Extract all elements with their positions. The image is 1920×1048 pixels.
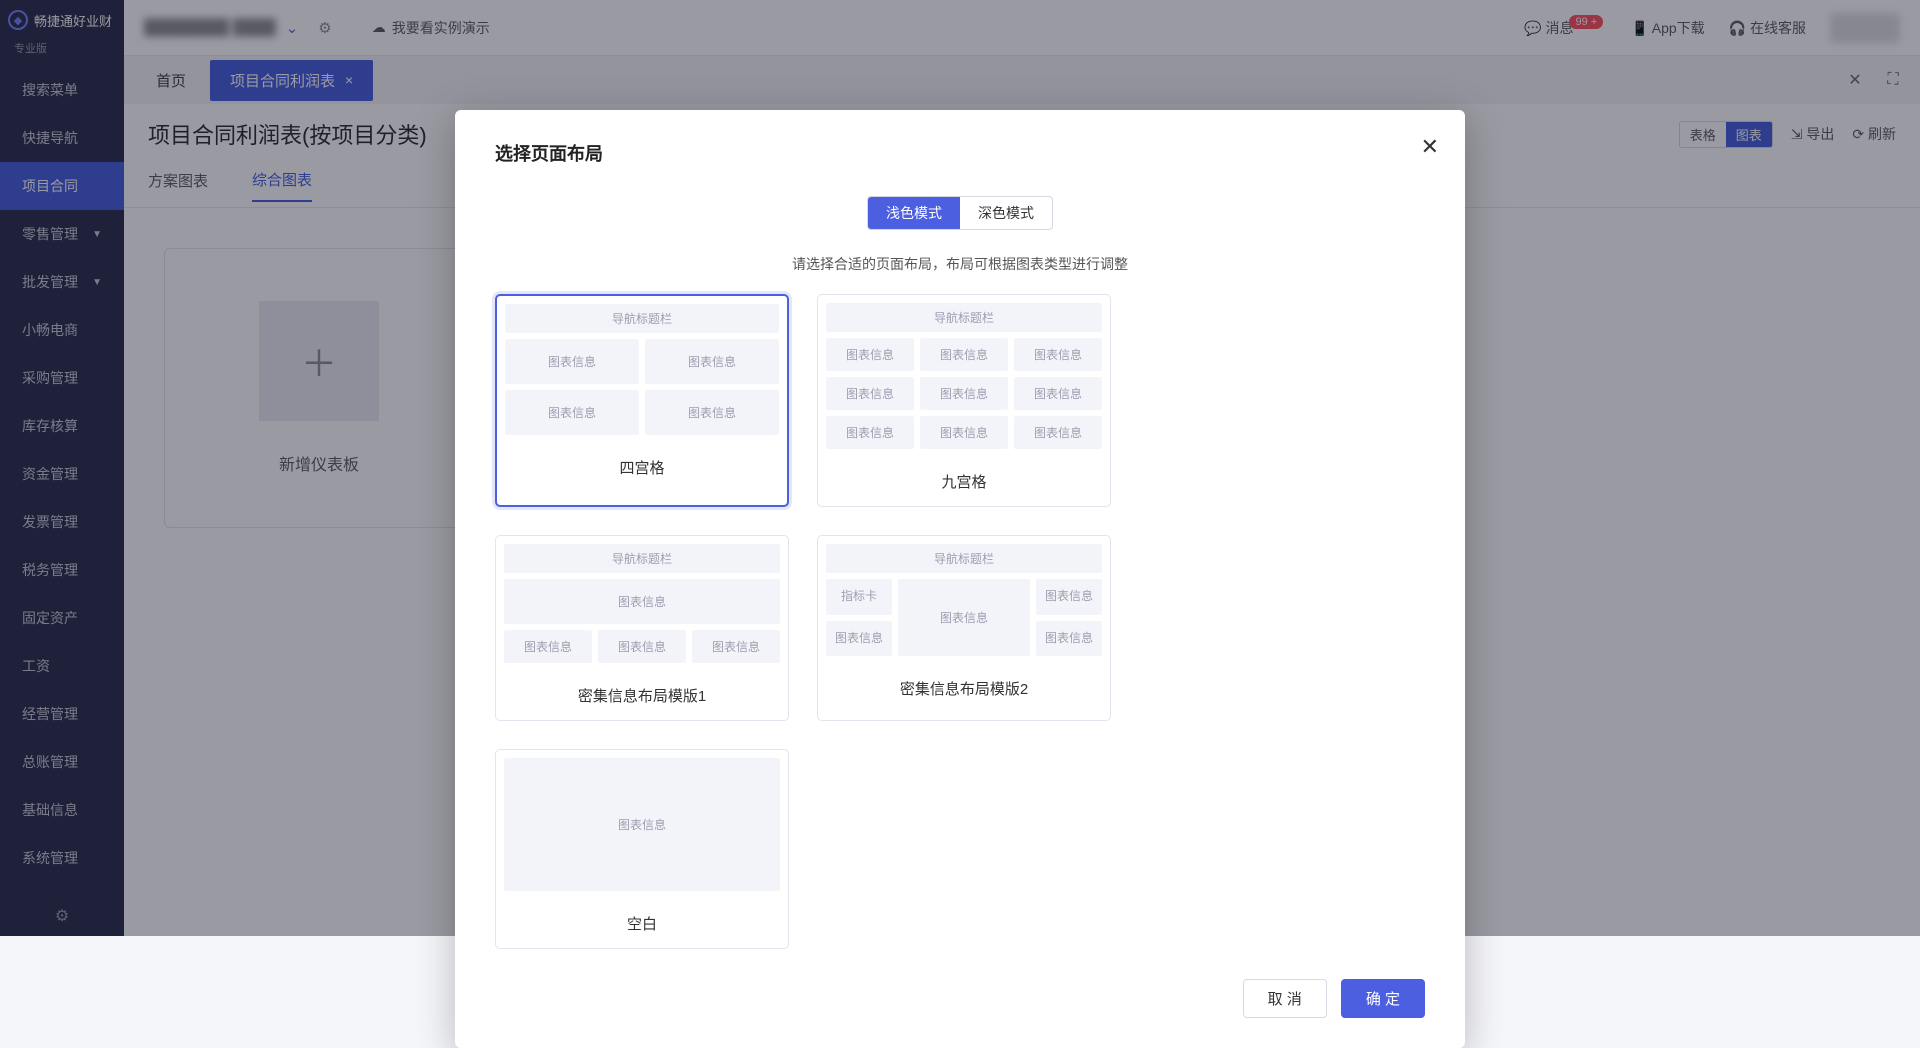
preview-cell: 图表信息 xyxy=(920,416,1008,449)
modal-hint: 请选择合适的页面布局，布局可根据图表类型进行调整 xyxy=(495,254,1425,274)
modal-title: 选择页面布局 xyxy=(495,140,1425,166)
preview-cell: 图表信息 xyxy=(1036,621,1102,657)
ok-button[interactable]: 确 定 xyxy=(1341,979,1425,1018)
mode-dark[interactable]: 深色模式 xyxy=(960,197,1052,229)
preview-cell: 图表信息 xyxy=(826,377,914,410)
preview-cell: 图表信息 xyxy=(645,339,779,384)
preview-nav: 导航标题栏 xyxy=(826,544,1102,573)
layout-name: 四宫格 xyxy=(497,443,787,492)
preview-cell: 图表信息 xyxy=(826,621,892,657)
preview-cell: 图表信息 xyxy=(504,630,592,663)
preview-cell: 图表信息 xyxy=(920,338,1008,371)
cancel-button[interactable]: 取 消 xyxy=(1243,979,1327,1018)
preview-cell: 图表信息 xyxy=(645,390,779,435)
layout-name: 九宫格 xyxy=(818,457,1110,506)
preview-cell: 图表信息 xyxy=(504,579,780,624)
mode-light[interactable]: 浅色模式 xyxy=(868,197,960,229)
preview-nav: 导航标题栏 xyxy=(826,303,1102,332)
preview-cell: 图表信息 xyxy=(692,630,780,663)
preview-cell: 图表信息 xyxy=(920,377,1008,410)
layout-9grid[interactable]: 导航标题栏 图表信息 图表信息 图表信息 图表信息 图表信息 图表信息 图表信息… xyxy=(817,294,1111,507)
modal-close-icon[interactable]: ✕ xyxy=(1421,134,1439,160)
layout-dense2[interactable]: 导航标题栏 指标卡 图表信息 图表信息 图表信息 图表信息 密集信息布局模版2 xyxy=(817,535,1111,721)
preview-cell: 图表信息 xyxy=(1036,579,1102,615)
preview-cell: 图表信息 xyxy=(1014,416,1102,449)
preview-cell: 图表信息 xyxy=(1014,377,1102,410)
preview-nav: 导航标题栏 xyxy=(504,544,780,573)
preview-cell: 图表信息 xyxy=(504,758,780,891)
layout-name: 密集信息布局模版1 xyxy=(496,671,788,720)
preview-cell: 图表信息 xyxy=(826,416,914,449)
layout-name: 空白 xyxy=(496,899,788,948)
layout-options: 导航标题栏 图表信息 图表信息 图表信息 图表信息 四宫格 导航标题栏 图表信息… xyxy=(495,294,1425,949)
layout-dense1[interactable]: 导航标题栏 图表信息 图表信息 图表信息 图表信息 密集信息布局模版1 xyxy=(495,535,789,721)
color-mode-toggle: 浅色模式 深色模式 xyxy=(495,196,1425,230)
preview-cell: 图表信息 xyxy=(1014,338,1102,371)
preview-cell: 图表信息 xyxy=(505,390,639,435)
preview-nav: 导航标题栏 xyxy=(505,304,779,333)
preview-cell: 图表信息 xyxy=(505,339,639,384)
preview-cell: 指标卡 xyxy=(826,579,892,615)
preview-cell: 图表信息 xyxy=(898,579,1030,656)
preview-cell: 图表信息 xyxy=(826,338,914,371)
layout-name: 密集信息布局模版2 xyxy=(818,664,1110,713)
layout-modal: 选择页面布局 ✕ 浅色模式 深色模式 请选择合适的页面布局，布局可根据图表类型进… xyxy=(455,110,1465,1048)
layout-4grid[interactable]: 导航标题栏 图表信息 图表信息 图表信息 图表信息 四宫格 xyxy=(495,294,789,507)
modal-footer: 取 消 确 定 xyxy=(495,979,1425,1018)
layout-blank[interactable]: 图表信息 空白 xyxy=(495,749,789,949)
preview-cell: 图表信息 xyxy=(598,630,686,663)
